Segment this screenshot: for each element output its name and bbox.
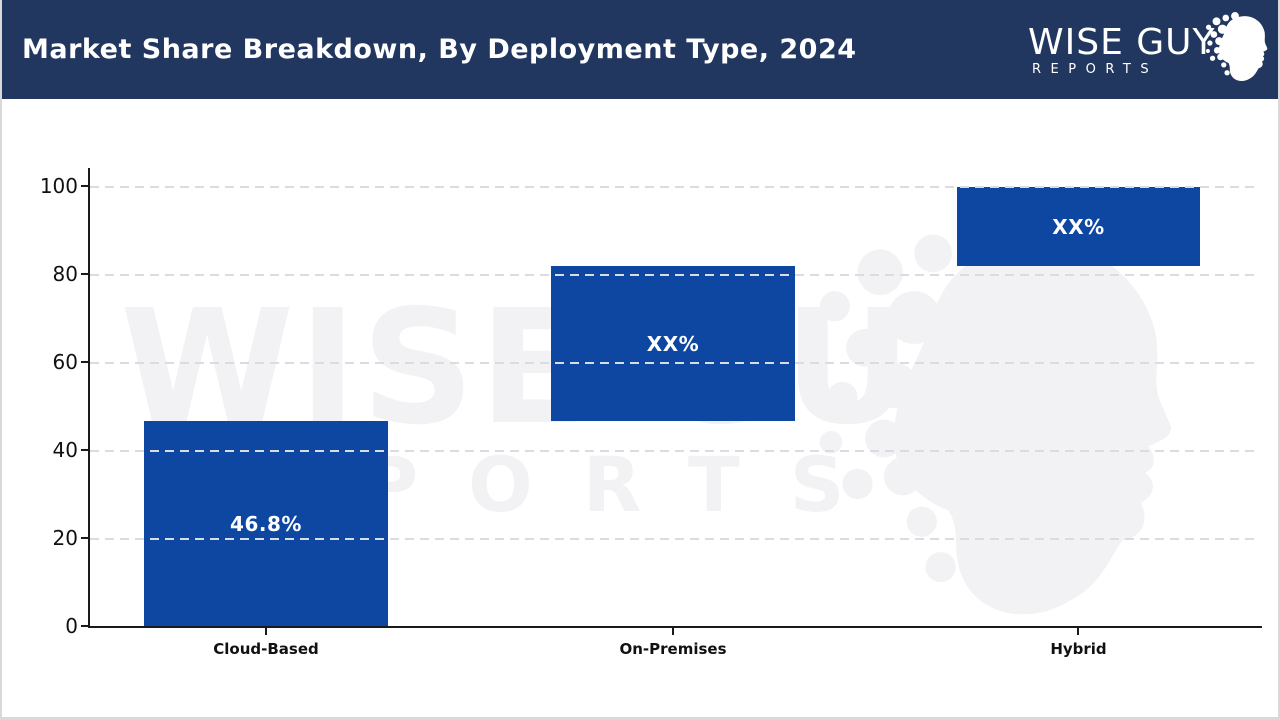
gridline-40 [90, 450, 1260, 452]
x-tick [672, 628, 674, 635]
bar-hybrid: XX% [957, 187, 1200, 267]
category-label-cloud-based: Cloud-Based [213, 640, 319, 658]
x-tick [1077, 628, 1079, 635]
y-tick-label: 0 [65, 614, 78, 638]
x-tick [265, 628, 267, 635]
y-tick [81, 361, 89, 363]
logo-head-dots-icon [1205, 12, 1268, 82]
gridline-100 [90, 186, 1260, 188]
gridline-20 [90, 538, 1260, 540]
y-axis-line [88, 168, 90, 628]
y-tick-label: 100 [39, 174, 78, 198]
header-bar: Market Share Breakdown, By Deployment Ty… [2, 0, 1278, 99]
y-tick [81, 273, 89, 275]
category-label-hybrid: Hybrid [1050, 640, 1107, 658]
y-tick [81, 185, 89, 187]
logo-wordmark: WISE GUY [1028, 22, 1216, 63]
gridline-60 [90, 362, 1260, 364]
bar-value-label: XX% [1052, 214, 1105, 239]
y-tick-label: 60 [52, 350, 78, 374]
category-label-on-premises: On-Premises [619, 640, 727, 658]
y-tick-label: 40 [52, 438, 78, 462]
y-tick-label: 80 [52, 262, 78, 286]
watermark-head-dots-logo [819, 222, 1172, 615]
wise-guy-reports-logo: WISE GUY REPORTS [1024, 0, 1274, 99]
gridline-80 [90, 274, 1260, 276]
y-tick [81, 449, 89, 451]
bar-value-label: XX% [646, 331, 700, 356]
y-tick [81, 625, 89, 627]
y-tick-label: 20 [52, 526, 78, 550]
x-axis-line [88, 626, 1262, 628]
logo-subtext: REPORTS [1032, 62, 1159, 77]
bar-cloud-based: 46.8% [144, 421, 388, 627]
bar-value-label: 46.8% [230, 512, 302, 537]
bar-on-premises: XX% [551, 266, 795, 422]
page-title: Market Share Breakdown, By Deployment Ty… [22, 34, 857, 65]
y-tick [81, 537, 89, 539]
